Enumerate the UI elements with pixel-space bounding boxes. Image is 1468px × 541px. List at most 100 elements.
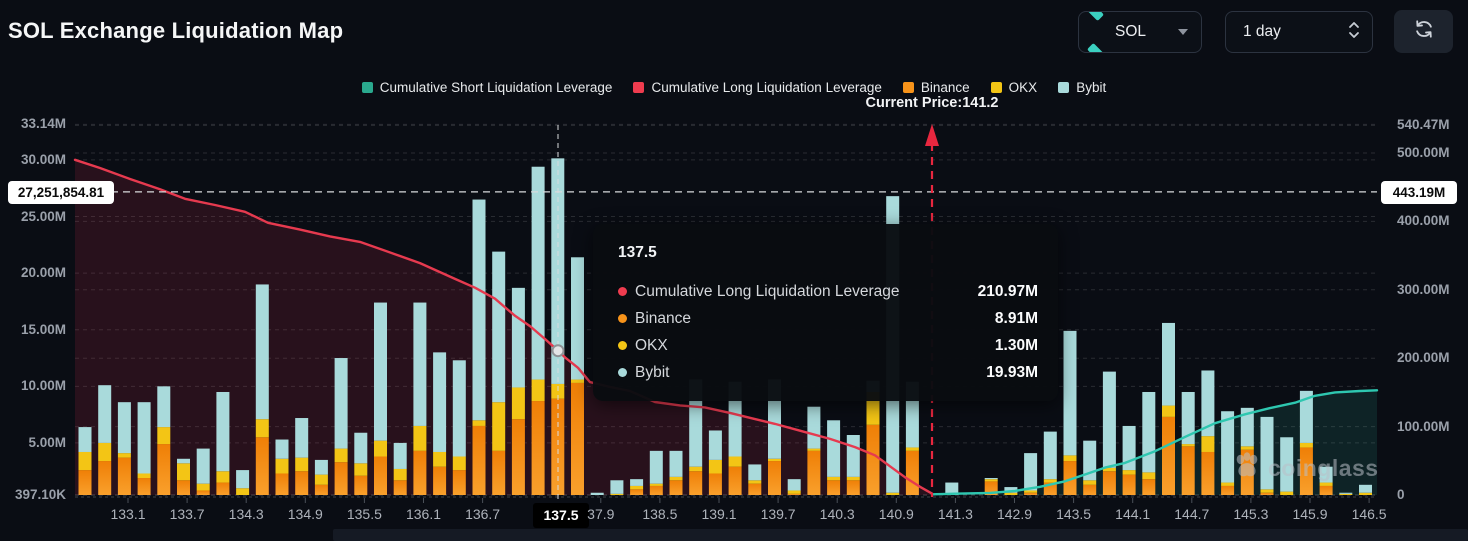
bar-binance-segment[interactable] (98, 461, 112, 495)
bar-okx-segment[interactable] (708, 459, 722, 474)
liquidation-bar[interactable] (1063, 330, 1077, 495)
bar-bybit-segment[interactable] (610, 480, 624, 494)
bar-okx-segment[interactable] (433, 451, 447, 467)
liquidation-bar[interactable] (1181, 391, 1195, 495)
liquidation-bar[interactable] (1162, 322, 1175, 495)
bar-bybit-segment[interactable] (393, 442, 407, 469)
liquidation-bar[interactable] (1083, 440, 1097, 495)
bar-binance-segment[interactable] (334, 462, 348, 495)
bar-okx-segment[interactable] (1122, 470, 1136, 475)
bar-bybit-segment[interactable] (1339, 492, 1353, 494)
bar-okx-segment[interactable] (492, 402, 506, 451)
liquidation-bar[interactable] (433, 352, 447, 495)
bar-okx-segment[interactable] (1162, 405, 1175, 417)
liquidation-bar[interactable] (1142, 391, 1156, 495)
bar-bybit-segment[interactable] (334, 358, 348, 449)
bar-bybit-segment[interactable] (1240, 407, 1254, 447)
bar-binance-segment[interactable] (137, 478, 151, 495)
bar-okx-segment[interactable] (393, 468, 407, 481)
bar-bybit-segment[interactable] (137, 402, 151, 474)
bar-bybit-segment[interactable] (1359, 484, 1372, 493)
bar-binance-segment[interactable] (492, 450, 506, 495)
liquidation-bar[interactable] (452, 360, 466, 495)
bar-bybit-segment[interactable] (295, 418, 309, 458)
bar-bybit-segment[interactable] (630, 479, 644, 486)
bar-binance-segment[interactable] (669, 480, 683, 495)
liquidation-bar[interactable] (1339, 492, 1353, 495)
liquidation-bar[interactable] (492, 251, 506, 495)
bar-okx-segment[interactable] (610, 493, 624, 495)
bar-okx-segment[interactable] (1024, 490, 1038, 493)
bar-okx-segment[interactable] (314, 474, 328, 485)
liquidation-bar[interactable] (1260, 416, 1274, 495)
bar-okx-segment[interactable] (1201, 436, 1215, 452)
liquidation-bar[interactable] (393, 442, 407, 495)
liquidation-bar[interactable] (827, 420, 841, 495)
bar-okx-segment[interactable] (1240, 446, 1254, 450)
interval-select[interactable]: 1 day (1225, 11, 1373, 53)
bar-binance-segment[interactable] (551, 398, 565, 495)
bar-okx-segment[interactable] (1083, 480, 1097, 485)
liquidation-bar[interactable] (216, 391, 230, 495)
legend-item[interactable]: Bybit (1058, 80, 1106, 95)
liquidation-bar[interactable] (1122, 425, 1136, 495)
bar-binance-segment[interactable] (255, 437, 269, 495)
bar-okx-segment[interactable] (354, 463, 368, 476)
bar-okx-segment[interactable] (551, 383, 565, 399)
bar-binance-segment[interactable] (1063, 461, 1077, 495)
bar-okx-segment[interactable] (236, 488, 250, 495)
liquidation-bar[interactable] (1299, 390, 1313, 495)
bar-binance-segment[interactable] (1221, 485, 1235, 495)
bar-okx-segment[interactable] (78, 451, 92, 471)
bar-binance-segment[interactable] (196, 490, 210, 495)
bar-okx-segment[interactable] (984, 479, 998, 482)
bar-bybit-segment[interactable] (433, 352, 447, 452)
liquidation-bar[interactable] (649, 450, 663, 495)
refresh-button[interactable] (1394, 10, 1453, 53)
bar-okx-segment[interactable] (1142, 472, 1156, 480)
bar-bybit-segment[interactable] (98, 385, 112, 443)
liquidation-bar[interactable] (354, 432, 368, 495)
bar-binance-segment[interactable] (117, 457, 131, 495)
bar-binance-segment[interactable] (728, 466, 742, 495)
bar-okx-segment[interactable] (669, 476, 683, 481)
bar-bybit-segment[interactable] (984, 478, 998, 480)
liquidation-bar[interactable] (374, 302, 387, 495)
bar-okx-segment[interactable] (886, 492, 900, 495)
legend-item[interactable]: OKX (990, 80, 1037, 95)
liquidation-bar[interactable] (590, 492, 604, 495)
bar-binance-segment[interactable] (768, 461, 781, 495)
bar-binance-segment[interactable] (1181, 446, 1195, 495)
bar-bybit-segment[interactable] (1181, 391, 1195, 445)
bar-binance-segment[interactable] (177, 480, 190, 495)
bar-bybit-segment[interactable] (1319, 466, 1333, 483)
liquidation-bar[interactable] (748, 464, 762, 495)
bar-bybit-segment[interactable] (413, 302, 427, 426)
bar-binance-segment[interactable] (708, 473, 722, 495)
bar-okx-segment[interactable] (1043, 479, 1057, 483)
legend-item[interactable]: Binance (902, 80, 970, 95)
bar-bybit-segment[interactable] (1142, 391, 1156, 473)
bar-bybit-segment[interactable] (571, 257, 584, 380)
bar-bybit-segment[interactable] (708, 430, 722, 460)
bar-okx-segment[interactable] (117, 453, 131, 458)
bar-bybit-segment[interactable] (846, 435, 860, 477)
bar-binance-segment[interactable] (1083, 484, 1097, 495)
bar-okx-segment[interactable] (1260, 489, 1274, 493)
bar-binance-segment[interactable] (846, 480, 860, 495)
bar-bybit-segment[interactable] (157, 386, 171, 428)
bar-bybit-segment[interactable] (452, 360, 466, 457)
liquidation-bar[interactable] (314, 459, 328, 495)
liquidation-bar[interactable] (531, 166, 545, 495)
bar-binance-segment[interactable] (1142, 479, 1156, 495)
bar-okx-segment[interactable] (1319, 482, 1333, 486)
bar-binance-segment[interactable] (689, 471, 703, 495)
bar-bybit-segment[interactable] (1201, 370, 1215, 437)
bar-bybit-segment[interactable] (78, 427, 92, 452)
liquidation-bar[interactable] (78, 427, 92, 495)
bar-okx-segment[interactable] (768, 458, 781, 462)
liquidation-bar[interactable] (157, 386, 171, 495)
bar-bybit-segment[interactable] (827, 420, 841, 477)
bar-binance-segment[interactable] (866, 424, 880, 495)
